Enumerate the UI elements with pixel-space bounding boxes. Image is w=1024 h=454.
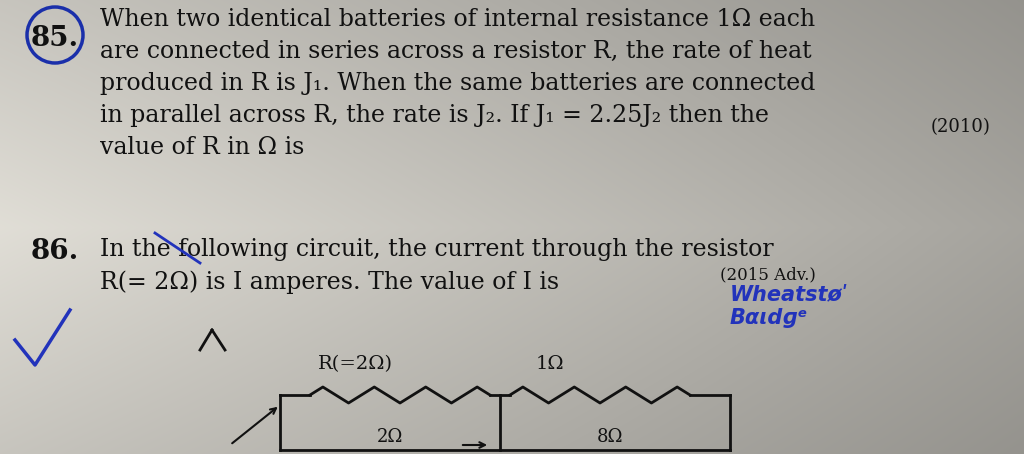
Text: produced in R is J₁. When the same batteries are connected: produced in R is J₁. When the same batte… — [100, 72, 815, 95]
Text: are connected in series across a resistor R, the rate of heat: are connected in series across a resisto… — [100, 40, 812, 63]
Text: in parallel across R, the rate is J₂. If J₁ = 2.25J₂ then the: in parallel across R, the rate is J₂. If… — [100, 104, 769, 127]
Text: (2010): (2010) — [930, 118, 990, 136]
Text: (2015 Adv.): (2015 Adv.) — [720, 266, 816, 283]
Text: In the following circuit, the current through the resistor: In the following circuit, the current th… — [100, 238, 773, 261]
Text: Wheatstøʹ: Wheatstøʹ — [730, 284, 849, 304]
Text: R(= 2Ω) is I amperes. The value of I is: R(= 2Ω) is I amperes. The value of I is — [100, 270, 559, 294]
Text: 85.: 85. — [31, 25, 79, 52]
Text: 2Ω: 2Ω — [377, 428, 403, 446]
Text: Bαιdɡᵉ: Bαιdɡᵉ — [730, 308, 808, 328]
Text: R(=2Ω): R(=2Ω) — [317, 355, 392, 373]
Text: 8Ω: 8Ω — [597, 428, 624, 446]
Text: When two identical batteries of internal resistance 1Ω each: When two identical batteries of internal… — [100, 8, 815, 31]
Text: value of R in Ω is: value of R in Ω is — [100, 136, 304, 159]
Text: 86.: 86. — [31, 238, 79, 265]
Text: 1Ω: 1Ω — [536, 355, 564, 373]
